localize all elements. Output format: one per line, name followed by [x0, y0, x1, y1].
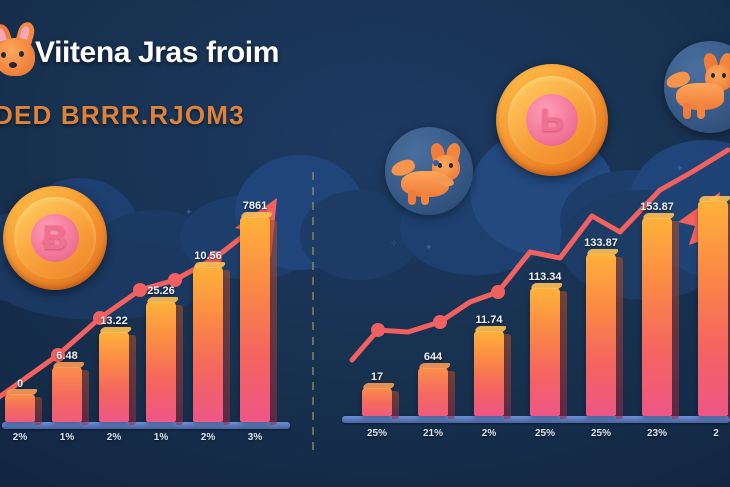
shiba-inu-mascot-badge-top-right: [664, 41, 730, 133]
bar-top-face: [530, 283, 564, 289]
chart-panel-left: 0 6.48 13.22 25.26 10.56 7861 2% 1% 2% 1…: [0, 0, 312, 487]
bar-value-label: 7861: [242, 200, 268, 212]
bar-side-face: [270, 220, 277, 425]
bar-top-face: [240, 212, 274, 218]
bar-2: [99, 327, 136, 425]
x-axis-tick-label: 1%: [59, 432, 75, 443]
bar-side-face: [176, 305, 183, 425]
x-axis-tick-label: 21%: [422, 428, 444, 439]
bar-top-face: [586, 249, 620, 255]
bar-side-face: [504, 334, 511, 419]
x-axis-tick-label: 2%: [481, 428, 497, 439]
page-title: Viitena Jras froim: [35, 36, 280, 69]
bar-1: [52, 362, 89, 425]
x-axis-tick-label: 2%: [200, 432, 216, 443]
page-subtitle: DED BRRR.RJOM3: [0, 100, 245, 130]
bar-value-label: 153.87: [640, 201, 674, 213]
bar-side-face: [35, 397, 42, 425]
bar-value-label: 17: [370, 371, 384, 383]
bar-side-face: [129, 335, 136, 425]
bar-top-face: [52, 362, 86, 368]
bar-top-face: [474, 326, 508, 332]
bar-1: [418, 363, 455, 419]
bar-top-face: [146, 297, 180, 303]
x-axis-baseline-left: [2, 422, 290, 429]
bar-value-label: 113.34: [528, 271, 562, 283]
x-axis-tick-label: 25%: [590, 428, 612, 439]
bar-side-face: [560, 291, 567, 419]
bar-2: [474, 326, 511, 419]
bar-top-face: [698, 196, 730, 202]
bar-side-face: [223, 270, 230, 425]
x-axis-tick-label: 25%: [534, 428, 556, 439]
bar-4: [193, 262, 230, 425]
bar-top-face: [362, 383, 396, 389]
bar-0: [5, 389, 42, 425]
x-axis-tick-label: 23%: [646, 428, 668, 439]
bar-3: [146, 297, 183, 425]
bar-side-face: [672, 221, 679, 419]
bar-value-label: 0: [16, 378, 24, 390]
bar-top-face: [642, 213, 676, 219]
bar-side-face: [392, 391, 399, 419]
x-axis-tick-label: 2%: [106, 432, 122, 443]
bar-value-label: 13.22: [100, 315, 128, 327]
bar-value-label: 644: [423, 351, 443, 363]
bar-0: [362, 383, 399, 419]
shiba-inu-mascot-corner: [0, 20, 40, 80]
bar-3: [530, 283, 567, 419]
bar-5: [240, 212, 277, 425]
bar-4: [586, 249, 623, 419]
star-dot-icon: [151, 58, 155, 62]
panel-divider: [312, 172, 314, 457]
coin-glyph: Ь: [540, 101, 564, 138]
bar-side-face: [616, 257, 623, 419]
bar-5: [642, 213, 679, 419]
x-axis-baseline-right: [342, 416, 730, 423]
x-axis-tick-label: 1%: [153, 432, 169, 443]
bar-top-face: [99, 327, 133, 333]
bar-6: [698, 196, 730, 419]
x-axis-tick-label: 25%: [366, 428, 388, 439]
x-axis-tick-label: 2: [713, 428, 719, 439]
bar-side-face: [728, 204, 730, 419]
bar-value-label: 11.74: [475, 314, 503, 326]
bar-value-label: 10.56: [194, 250, 222, 262]
x-axis-tick-label: 2%: [12, 432, 28, 443]
x-axis-tick-label: 3%: [247, 432, 263, 443]
chart-panel-right: 17 644 11.74 113.34 133.87 153.87 25% 21…: [330, 0, 730, 487]
bar-value-label: 6.48: [56, 350, 78, 362]
bar-value-label: 25.26: [147, 285, 175, 297]
sparkle-icon: ✦: [185, 207, 193, 217]
bar-top-face: [418, 363, 452, 369]
bar-top-face: [193, 262, 227, 268]
coin-glyph-background: [526, 94, 578, 146]
bar-side-face: [82, 370, 89, 425]
bar-value-label: 133.87: [584, 237, 618, 249]
bar-side-face: [448, 371, 455, 419]
